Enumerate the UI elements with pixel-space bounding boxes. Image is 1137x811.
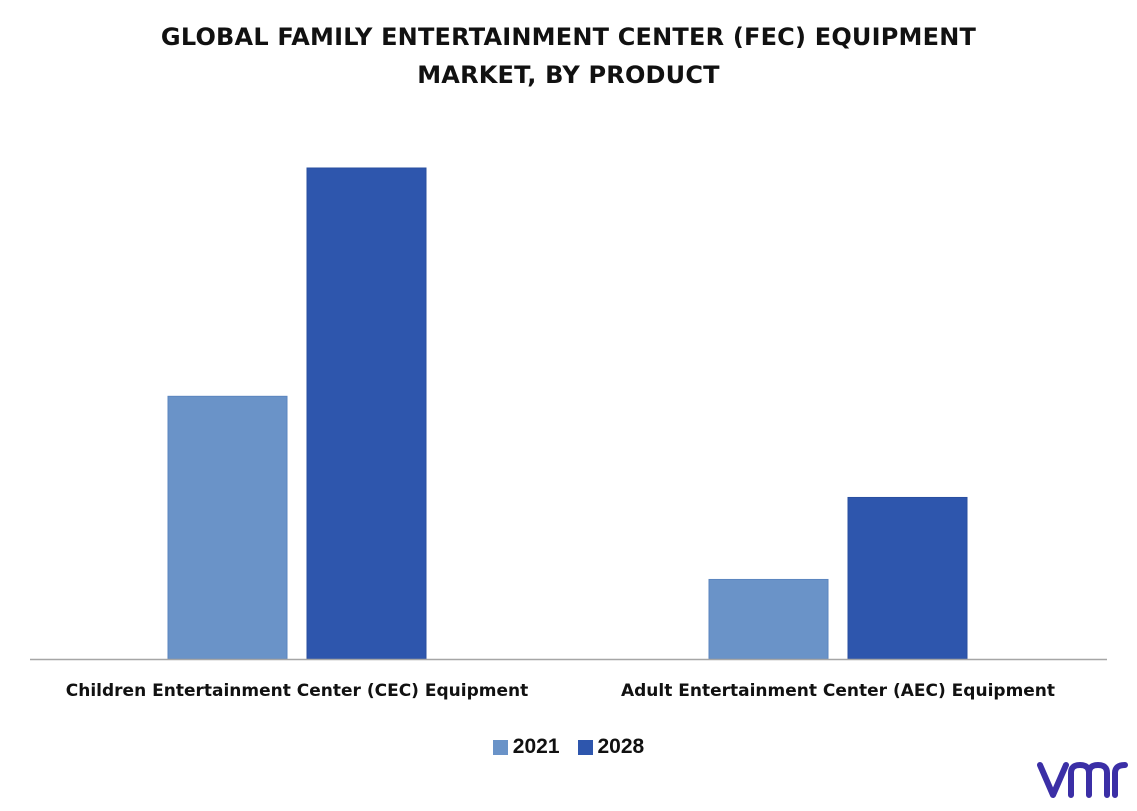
category-label-cec: Children Entertainment Center (CEC) Equi… bbox=[66, 681, 528, 701]
legend-item-2021: 2021 bbox=[492, 735, 560, 759]
category-label-aec: Adult Entertainment Center (AEC) Equipme… bbox=[621, 681, 1055, 701]
chart-title: GLOBAL FAMILY ENTERTAINMENT CENTER (FEC)… bbox=[0, 18, 1137, 94]
legend-item-2028: 2028 bbox=[577, 735, 645, 759]
bar-2021-cec bbox=[167, 395, 288, 660]
vmr-logo-icon bbox=[1037, 762, 1128, 798]
legend-label-2028: 2028 bbox=[597, 735, 645, 758]
bar-2028-cec bbox=[306, 167, 427, 660]
bar-2028-aec bbox=[847, 496, 968, 660]
logo-v-stroke bbox=[1037, 762, 1069, 798]
bar-2021-aec bbox=[708, 578, 829, 660]
legend-label-2021: 2021 bbox=[512, 735, 560, 758]
category-labels: Children Entertainment Center (CEC) Equi… bbox=[66, 681, 1055, 701]
legend-swatch-2028 bbox=[577, 739, 593, 755]
logo-r-stroke bbox=[1112, 762, 1128, 798]
chart-title-line-1: GLOBAL FAMILY ENTERTAINMENT CENTER (FEC)… bbox=[160, 23, 977, 51]
logo-m-stroke bbox=[1068, 762, 1110, 798]
chart-title-line-2: MARKET, BY PRODUCT bbox=[417, 61, 720, 89]
bars-group bbox=[167, 167, 968, 660]
legend-swatch-2021 bbox=[492, 739, 508, 755]
legend: 2021 2028 bbox=[0, 735, 1137, 759]
